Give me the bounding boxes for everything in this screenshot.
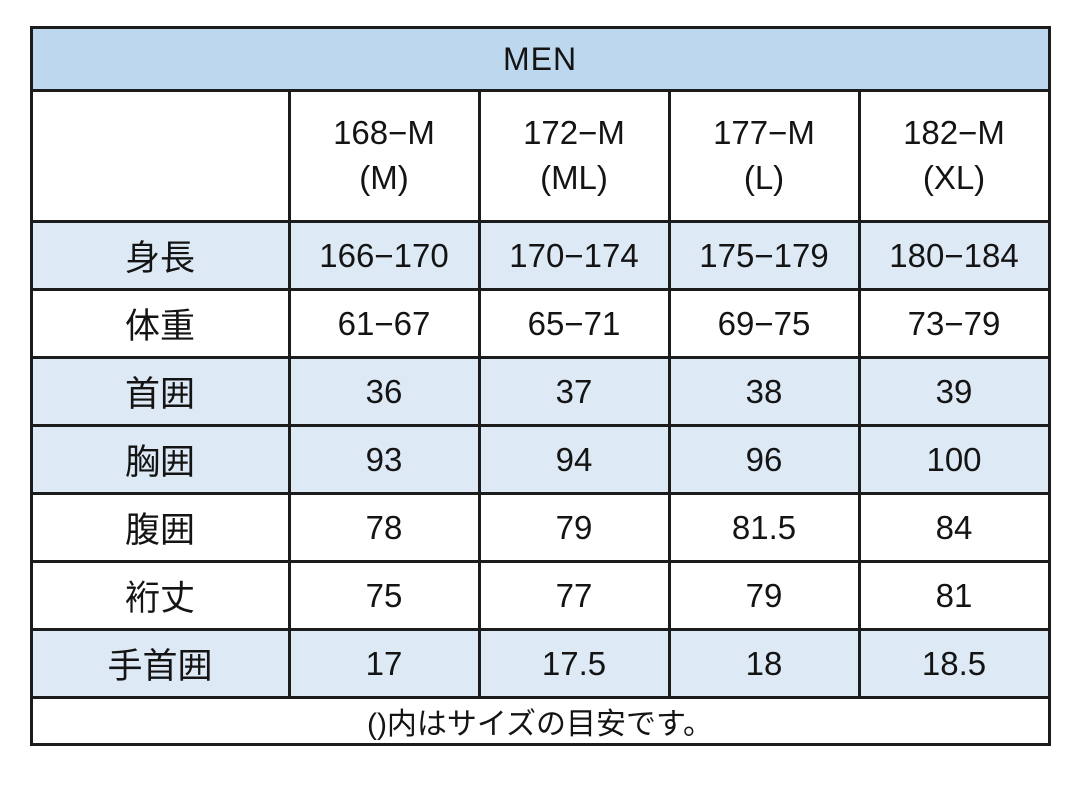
mens-size-chart-table: MEN 168−M (M) 172−M (ML) 177−M (L) 182−M…	[29, 26, 1051, 746]
footnote-row: ()内はサイズの目安です。	[29, 696, 1051, 746]
table-row-wrist: 手首囲 17 17.5 18 18.5	[29, 628, 1051, 699]
table-row-chest: 胸囲 93 94 96 100	[29, 424, 1051, 495]
table-cell: 36	[287, 356, 481, 427]
size-code: 168−M	[333, 114, 435, 152]
size-code: 177−M	[713, 114, 815, 152]
table-cell: 37	[477, 356, 671, 427]
table-cell: 38	[667, 356, 861, 427]
table-cell: 78	[287, 492, 481, 563]
table-cell: 69−75	[667, 288, 861, 359]
table-cell: 77	[477, 560, 671, 631]
row-label: 体重	[29, 288, 291, 359]
table-cell: 79	[477, 492, 671, 563]
table-cell: 65−71	[477, 288, 671, 359]
size-code: 182−M	[903, 114, 1005, 152]
table-cell: 81	[857, 560, 1051, 631]
table-cell: 94	[477, 424, 671, 495]
table-title: MEN	[29, 26, 1051, 92]
size-paren: (M)	[359, 159, 409, 196]
table-cell: 39	[857, 356, 1051, 427]
table-cell: 18	[667, 628, 861, 699]
table-row-weight: 体重 61−67 65−71 69−75 73−79	[29, 288, 1051, 359]
table-cell: 17.5	[477, 628, 671, 699]
row-label: 首囲	[29, 356, 291, 427]
row-label: 手首囲	[29, 628, 291, 699]
table-cell: 79	[667, 560, 861, 631]
size-paren: (L)	[743, 159, 785, 196]
size-code: 172−M	[523, 114, 625, 152]
table-title-row: MEN	[29, 26, 1051, 92]
column-header-m: 168−M (M)	[287, 89, 481, 223]
table-cell: 75	[287, 560, 481, 631]
table-cell: 18.5	[857, 628, 1051, 699]
table-cell: 93	[287, 424, 481, 495]
size-paren: (XL)	[922, 159, 986, 196]
row-label: 身長	[29, 220, 291, 291]
table-cell: 17	[287, 628, 481, 699]
row-label: 腹囲	[29, 492, 291, 563]
table-cell: 100	[857, 424, 1051, 495]
table-row-sleeve: 裄丈 75 77 79 81	[29, 560, 1051, 631]
column-header-ml: 172−M (ML)	[477, 89, 671, 223]
column-header-xl: 182−M (XL)	[857, 89, 1051, 223]
table-cell: 81.5	[667, 492, 861, 563]
table-cell: 61−67	[287, 288, 481, 359]
table-row-waist: 腹囲 78 79 81.5 84	[29, 492, 1051, 563]
corner-cell	[29, 89, 291, 223]
table-cell: 73−79	[857, 288, 1051, 359]
table-cell: 180−184	[857, 220, 1051, 291]
table-cell: 84	[857, 492, 1051, 563]
table-row-height: 身長 166−170 170−174 175−179 180−184	[29, 220, 1051, 291]
row-label: 裄丈	[29, 560, 291, 631]
row-label: 胸囲	[29, 424, 291, 495]
column-header-l: 177−M (L)	[667, 89, 861, 223]
size-paren: (ML)	[540, 159, 608, 196]
table-cell: 175−179	[667, 220, 861, 291]
table-cell: 170−174	[477, 220, 671, 291]
table-row-neck: 首囲 36 37 38 39	[29, 356, 1051, 427]
column-header-row: 168−M (M) 172−M (ML) 177−M (L) 182−M (XL…	[29, 89, 1051, 223]
table-cell: 96	[667, 424, 861, 495]
footnote: ()内はサイズの目安です。	[29, 696, 1051, 746]
table-cell: 166−170	[287, 220, 481, 291]
